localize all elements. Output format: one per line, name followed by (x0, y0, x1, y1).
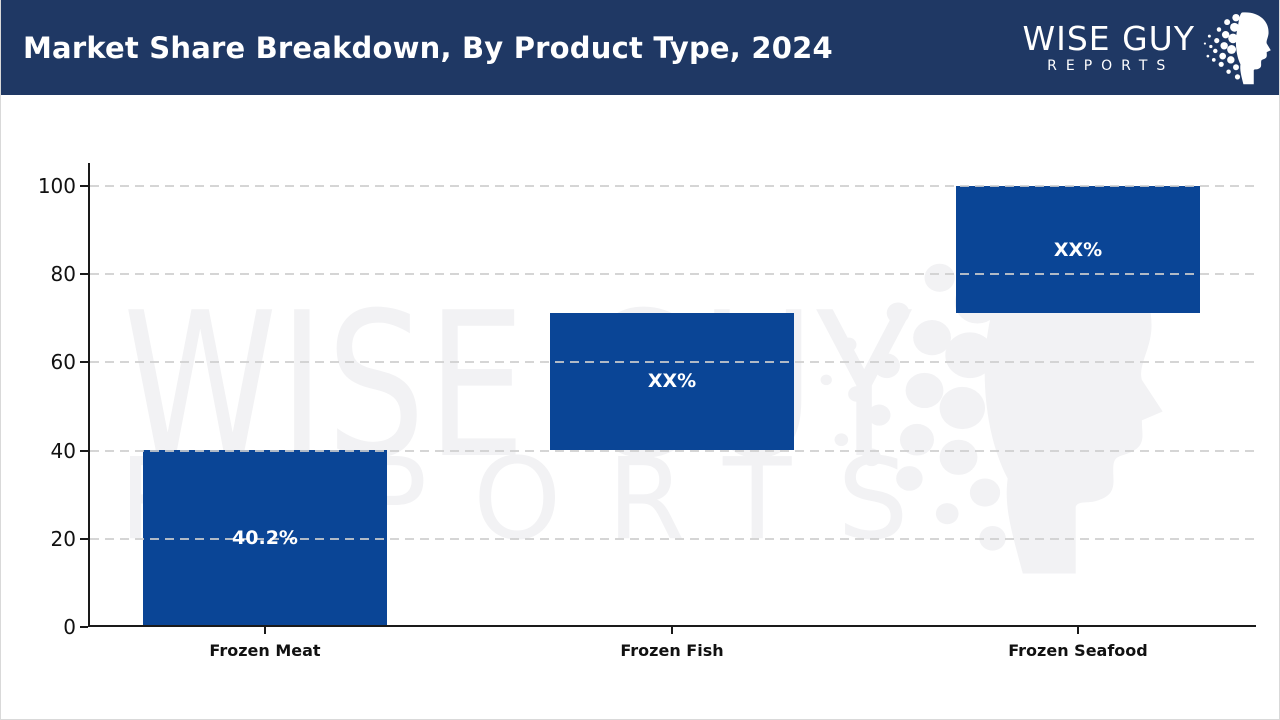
y-tick-mark (80, 361, 88, 364)
y-tick-mark (80, 185, 88, 187)
bar-chart: WISE GUY REPORTS (1, 95, 1279, 719)
brand-logo: WISE GUY REPORTS (1022, 4, 1273, 92)
gridline (90, 449, 1256, 452)
y-tick-mark (80, 449, 88, 452)
y-tick-mark (80, 626, 88, 628)
header-bar: Market Share Breakdown, By Product Type,… (1, 0, 1279, 95)
y-tick-mark (80, 273, 88, 276)
x-tick-label: Frozen Seafood (1008, 641, 1148, 660)
brand-name: WISE GUY (1022, 19, 1195, 58)
y-tick-mark (80, 537, 88, 540)
gridline (90, 273, 1256, 276)
gridline (90, 537, 1256, 540)
y-axis-spine (88, 163, 90, 627)
y-tick-label: 80 (50, 262, 76, 287)
head-profile-dots-icon (1203, 12, 1271, 85)
x-tick-label: Frozen Fish (620, 641, 724, 660)
gridline (90, 361, 1256, 364)
gridline (90, 185, 1256, 187)
x-tick-mark (264, 627, 266, 634)
x-axis-spine (88, 625, 1256, 627)
brand-subname: REPORTS (1047, 58, 1175, 74)
x-tick-mark (1077, 627, 1079, 634)
y-tick-label: 20 (50, 526, 76, 551)
brand-logo-text: WISE GUY REPORTS (1022, 22, 1195, 74)
x-tick-label: Frozen Meat (209, 641, 321, 660)
page-title: Market Share Breakdown, By Product Type,… (23, 30, 833, 65)
bar-value-label: 40.2% (232, 527, 298, 550)
bar-value-label: XX% (647, 370, 697, 393)
bar (956, 186, 1200, 313)
y-tick-label: 100 (37, 174, 76, 198)
y-tick-label: 40 (50, 438, 76, 463)
x-tick-mark (671, 627, 673, 634)
y-tick-label: 60 (50, 350, 76, 375)
y-tick-label: 0 (63, 615, 76, 639)
bar (550, 313, 794, 450)
bar-value-label: XX% (1053, 238, 1103, 261)
